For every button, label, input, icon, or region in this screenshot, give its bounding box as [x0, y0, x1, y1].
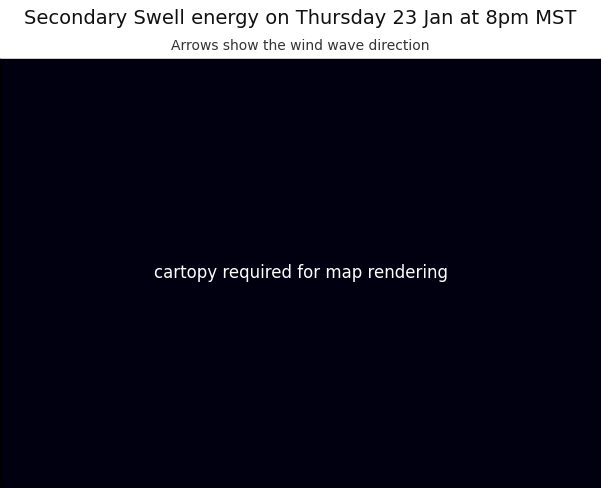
- Text: Secondary Swell energy on Thursday 23 Jan at 8pm MST: Secondary Swell energy on Thursday 23 Ja…: [24, 9, 577, 28]
- Text: cartopy required for map rendering: cartopy required for map rendering: [153, 264, 448, 282]
- Text: Arrows show the wind wave direction: Arrows show the wind wave direction: [171, 39, 430, 53]
